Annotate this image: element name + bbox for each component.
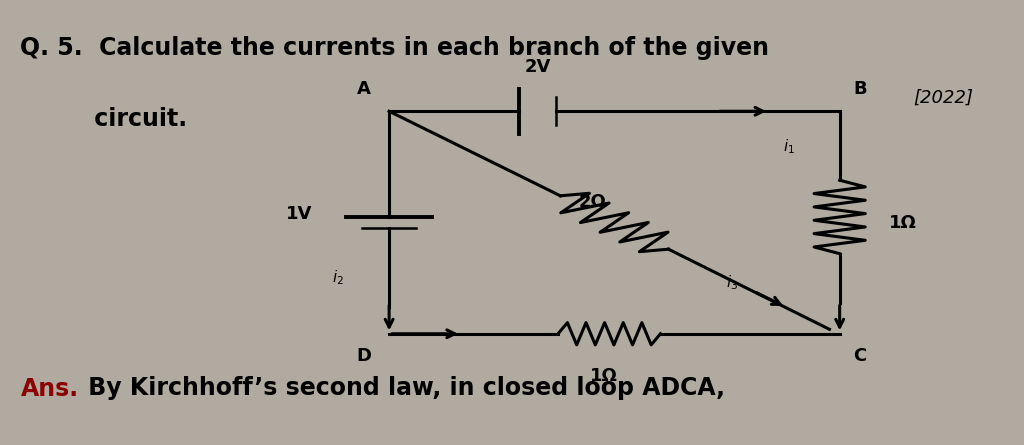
Text: $i_3$: $i_3$: [726, 273, 738, 292]
Text: A: A: [356, 80, 371, 98]
Text: 1Ω: 1Ω: [889, 214, 916, 231]
Text: By Kirchhoff’s second law, in closed loop ADCA,: By Kirchhoff’s second law, in closed loo…: [80, 376, 725, 400]
Text: 1V: 1V: [286, 205, 312, 222]
Text: 2Ω: 2Ω: [579, 194, 606, 211]
Text: circuit.: circuit.: [20, 107, 187, 131]
Text: 2V: 2V: [524, 58, 551, 76]
Text: 1Ω: 1Ω: [590, 367, 618, 385]
Text: [2022]: [2022]: [912, 89, 973, 107]
Text: C: C: [854, 347, 866, 365]
Text: Q. 5.  Calculate the currents in each branch of the given: Q. 5. Calculate the currents in each bra…: [20, 36, 769, 60]
Text: B: B: [853, 80, 867, 98]
Text: $i_2$: $i_2$: [332, 269, 344, 287]
Text: $i_1$: $i_1$: [782, 138, 795, 156]
Text: D: D: [356, 347, 371, 365]
Text: Ans.: Ans.: [20, 376, 79, 400]
